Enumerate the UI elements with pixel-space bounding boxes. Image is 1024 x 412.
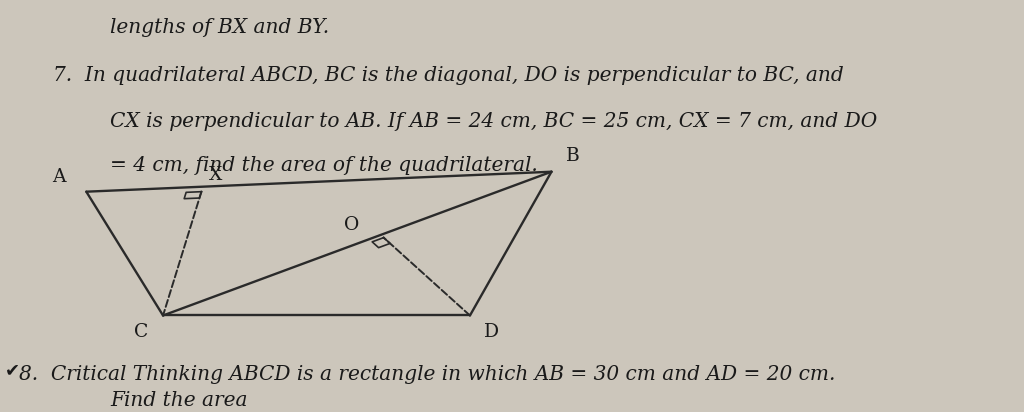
Text: CX is perpendicular to AB. If AB = 24 cm, BC = 25 cm, CX = 7 cm, and DO: CX is perpendicular to AB. If AB = 24 cm…	[111, 112, 878, 131]
Text: lengths of BX and BY.: lengths of BX and BY.	[111, 18, 330, 37]
Text: 8.  Critical Thinking ABCD is a rectangle in which AB = 30 cm and AD = 20 cm.: 8. Critical Thinking ABCD is a rectangle…	[19, 365, 836, 384]
Text: Find the area: Find the area	[111, 391, 248, 410]
Text: D: D	[484, 323, 500, 341]
Text: 7.  In quadrilateral ABCD, BC is the diagonal, DO is perpendicular to BC, and: 7. In quadrilateral ABCD, BC is the diag…	[53, 66, 844, 85]
Text: = 4 cm, find the area of the quadrilateral.: = 4 cm, find the area of the quadrilater…	[111, 156, 538, 175]
Text: C: C	[134, 323, 148, 341]
Text: X: X	[209, 166, 222, 185]
Text: B: B	[566, 147, 580, 164]
Text: A: A	[52, 168, 66, 186]
Text: ✔: ✔	[5, 361, 19, 379]
Text: O: O	[344, 215, 359, 234]
